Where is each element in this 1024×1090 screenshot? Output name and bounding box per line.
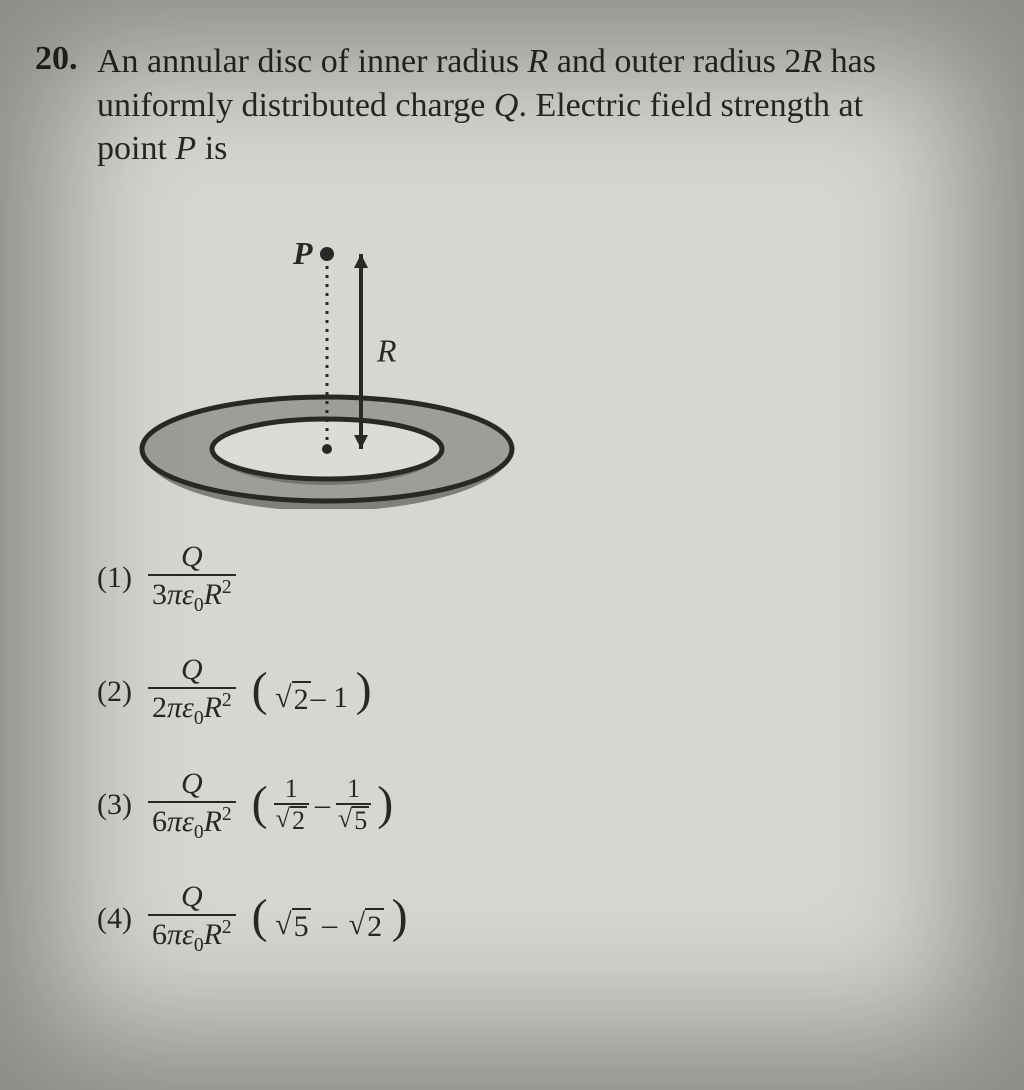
option-3: (3) Q 6πε0R2 ( 1 √2 – 1 √5 [97,769,989,843]
sub0: 0 [194,935,204,956]
den-sqrt5: √5 [336,803,371,834]
radicand: 5 [352,806,369,834]
pi-eps: πε [167,805,194,838]
option-label: (4) [97,902,132,936]
denominator: 2πε0R2 [148,687,236,729]
fraction: Q 6πε0R2 [148,882,236,956]
den-sqrt2: √2 [274,803,309,834]
rparen: ) [392,890,408,943]
radicand: 2 [292,681,311,717]
paren-expr: ( √5 – √2 ) [252,891,408,946]
question-number: 20. [35,40,85,996]
text: point [97,130,175,167]
sqrt: √2 [275,681,310,717]
paren-expr: ( √2– 1 ) [252,664,372,719]
text: is [196,130,227,167]
radicand: 5 [292,908,311,944]
var-R: R [528,43,549,80]
pi-eps: πε [167,578,194,611]
paren-expr: ( 1 √2 – 1 √5 ) [252,776,394,834]
text: . Electric field strength at [518,87,863,124]
annular-disc-diagram: PR [127,189,989,514]
minus: – [318,908,341,941]
sub0: 0 [194,708,204,729]
option-label: (3) [97,788,132,822]
sq: 2 [222,577,232,598]
sub0: 0 [194,595,204,616]
var-R: R [801,43,822,80]
pi-eps: πε [167,918,194,951]
R: R [204,805,222,838]
coef: 2 [152,691,167,724]
sqrt: √5 [275,908,310,944]
option-1: (1) Q 3πε0R2 [97,542,989,616]
svg-text:P: P [292,235,313,271]
option-label: (2) [97,675,132,709]
var-Q: Q [494,87,519,124]
denominator: 6πε0R2 [148,914,236,956]
sqrt: √2 [349,908,384,944]
inner-frac: 1 √5 [336,776,371,834]
sq: 2 [222,690,232,711]
var-P: P [175,130,196,167]
R: R [204,918,222,951]
radical-icon: √ [338,806,352,832]
pi-eps: πε [167,691,194,724]
radicand: 2 [290,806,307,834]
lparen: ( [252,776,268,831]
text: An annular disc of inner radius [97,43,528,80]
option-2: (2) Q 2πε0R2 ( √2– 1 ) [97,655,989,729]
num-1: 1 [283,776,300,803]
svg-text:R: R [376,332,397,368]
fraction: Q 6πε0R2 [148,769,236,843]
text: has [822,43,876,80]
sq: 2 [222,804,232,825]
num-1: 1 [345,776,362,803]
numerator: Q [177,882,207,914]
denominator: 3πε0R2 [148,574,236,616]
radical-icon: √ [275,908,291,942]
option-label: (1) [97,561,132,595]
fraction: Q 3πε0R2 [148,542,236,616]
R: R [204,691,222,724]
numerator: Q [177,542,207,574]
inner-frac: 1 √2 [274,776,309,834]
radical-icon: √ [275,681,291,715]
coef: 6 [152,805,167,838]
radical-icon: √ [349,908,365,942]
lparen: ( [252,890,268,943]
text: uniformly distributed charge [97,87,494,124]
diagram-svg: PR [127,189,547,509]
denominator: 6πε0R2 [148,801,236,843]
minus: – [315,788,330,822]
lparen: ( [252,663,268,716]
coef: 6 [152,918,167,951]
radicand: 2 [365,908,384,944]
minus1: – 1 [311,681,349,714]
question-block: 20. An annular disc of inner radius R an… [35,40,989,996]
fraction: Q 2πε0R2 [148,655,236,729]
rparen: ) [377,776,393,831]
rparen: ) [356,663,372,716]
sub0: 0 [194,822,204,843]
sq: 2 [222,917,232,938]
question-body: An annular disc of inner radius R and ou… [97,40,989,996]
numerator: Q [177,769,207,801]
numerator: Q [177,655,207,687]
options-list: (1) Q 3πε0R2 (2) Q 2πε0R2 ( [97,542,989,956]
text: and outer radius 2 [548,43,801,80]
coef: 3 [152,578,167,611]
question-text: An annular disc of inner radius R and ou… [97,40,989,171]
R: R [204,578,222,611]
radical-icon: √ [276,806,290,832]
option-4: (4) Q 6πε0R2 ( √5 – √2 ) [97,882,989,956]
